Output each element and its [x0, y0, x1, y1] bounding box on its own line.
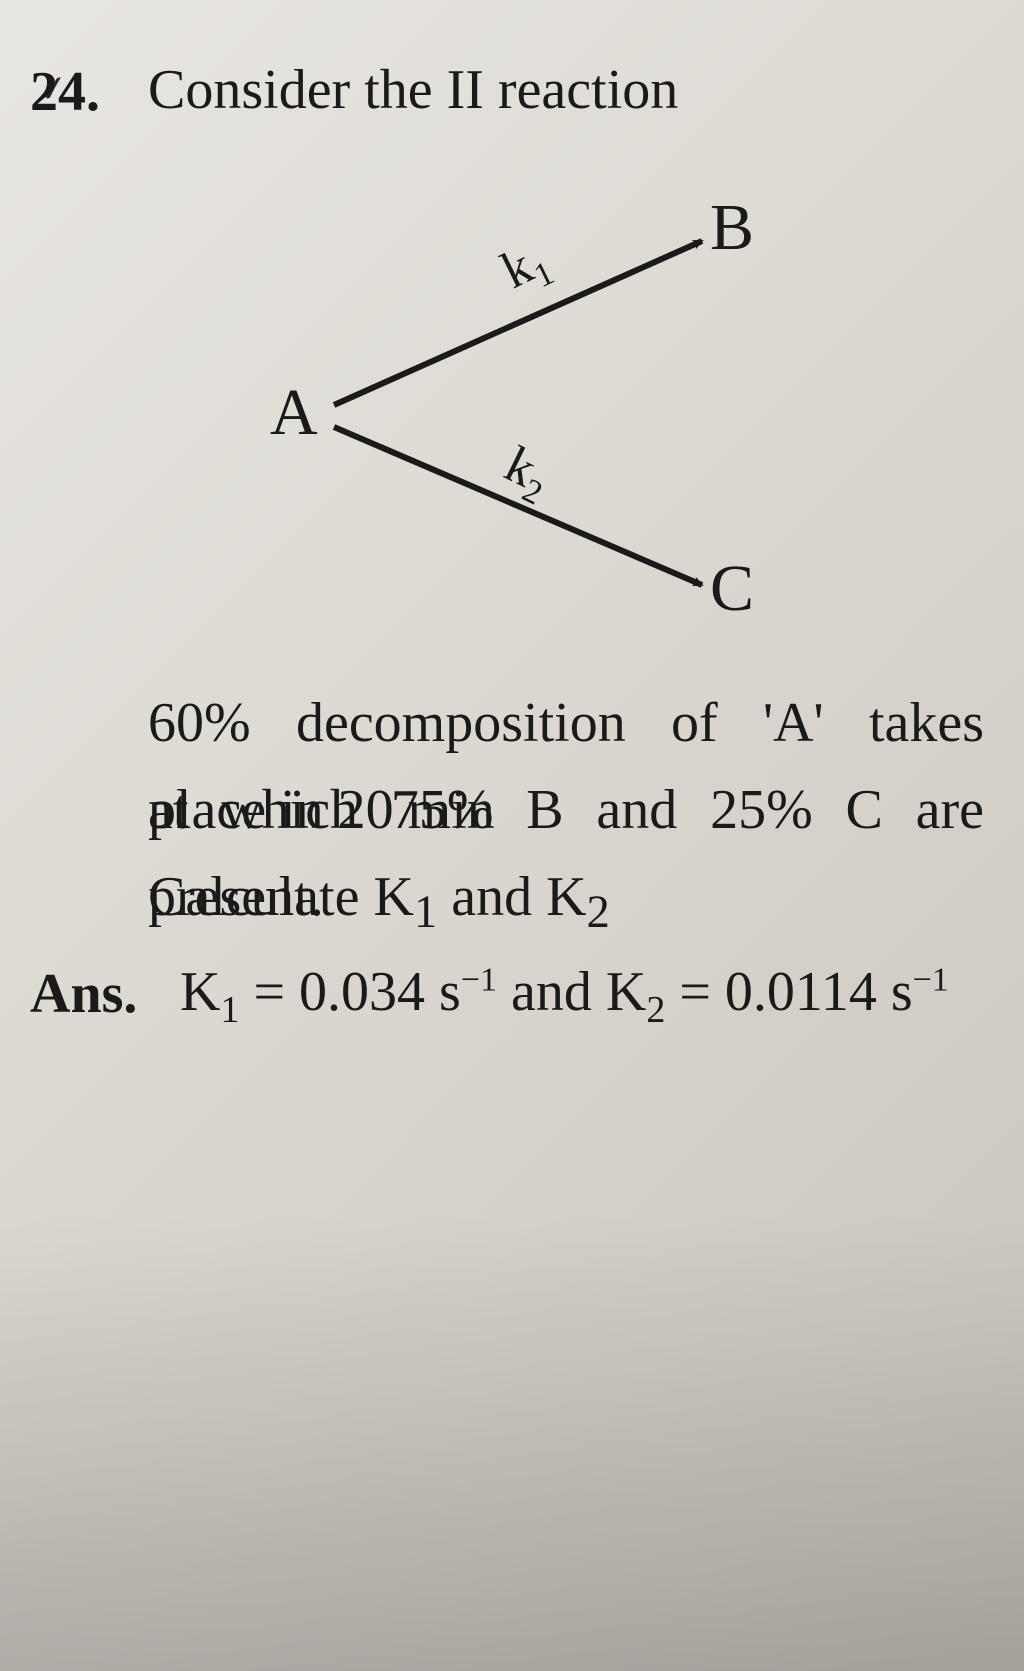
calc-prefix: Calculate K: [148, 866, 414, 928]
answer-text: K1 = 0.034 s−1 and K2 = 0.0114 s−1: [180, 960, 994, 1032]
answer-label: Ans.: [30, 962, 137, 1026]
calc-mid: and K: [437, 866, 586, 928]
ans-k1-sym: K: [180, 961, 220, 1023]
node-b: B: [710, 190, 754, 266]
question-title: Consider the II reaction: [148, 58, 678, 122]
ans-k2-sym: K: [606, 961, 646, 1023]
ans-k2-sub: 2: [646, 989, 665, 1031]
ans-k1-sub: 1: [220, 989, 239, 1031]
node-c: C: [710, 551, 754, 627]
node-a: A: [270, 375, 318, 451]
ans-k2-val: = 0.0114 s: [665, 961, 912, 1023]
reaction-diagram: A B C k1 k2: [270, 195, 790, 635]
question-number: 24.: [30, 60, 100, 124]
ans-and: and: [497, 961, 606, 1023]
calc-sub2: 2: [587, 886, 610, 938]
question-line-3: Calculate K1 and K2: [148, 854, 984, 949]
ans-k1-exp: −1: [461, 961, 497, 998]
ans-k2-exp: −1: [913, 961, 949, 998]
textbook-page: ✓ 24. Consider the II reaction A B C k1 …: [0, 0, 1024, 1671]
ans-k1-val: = 0.034 s: [239, 961, 460, 1023]
calc-sub1: 1: [414, 886, 437, 938]
